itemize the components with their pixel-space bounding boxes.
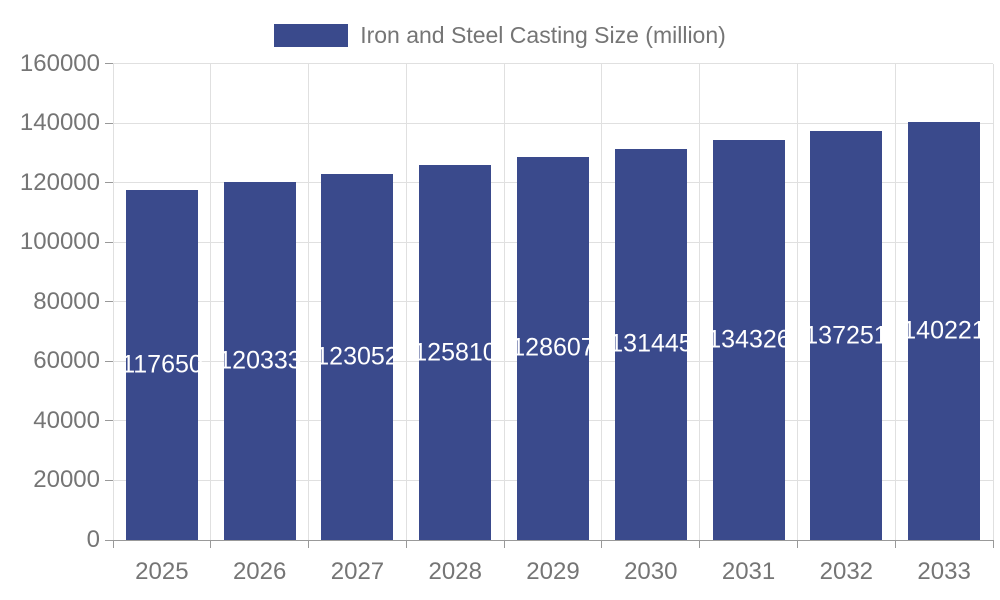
y-axis-tick [105,182,113,184]
x-axis-tick-label: 2031 [721,558,776,585]
gridline-vertical [405,63,407,540]
y-axis-tick [105,420,113,422]
bar-value-label: 125810 [413,338,497,367]
x-axis-tick-label: 2029 [526,558,580,585]
y-axis-tick-label: 60000 [33,347,100,375]
gridline-vertical [503,63,505,540]
x-axis-tick-label: 2026 [232,558,287,585]
y-axis-tick [105,122,113,124]
gridline-vertical [210,63,212,540]
x-axis-line [113,539,993,541]
gridline-vertical [894,63,896,540]
gridline-vertical [699,63,701,540]
x-axis-tick [308,540,310,548]
bar: 123052 [315,173,399,540]
y-axis-tick-label: 100000 [19,228,100,256]
y-axis-tick-label: 20000 [33,466,100,494]
y-axis-tick-label: 0 [86,526,100,553]
bar: 134326 [707,139,791,540]
x-axis-tick [601,540,603,548]
bar-value-label: 131445 [609,329,693,358]
x-axis-tick [699,540,701,548]
bar: 125810 [413,165,497,540]
bar-value-label: 134326 [707,325,791,354]
y-axis-tick [105,360,113,362]
bar: 140221 [902,122,986,540]
y-axis-tick [105,539,113,541]
x-axis-tick [503,540,505,548]
gridline-vertical [992,63,994,540]
legend-swatch-icon [274,24,349,47]
x-axis-tick-label: 2033 [917,558,971,585]
bar: 131445 [609,148,693,540]
gridline-horizontal [113,122,993,124]
x-axis-tick-label: 2032 [819,558,874,585]
x-axis-tick [796,540,798,548]
legend[interactable]: Iron and Steel Casting Size (million) [0,22,1000,49]
y-axis-tick-label: 80000 [33,287,100,315]
bar-value-label: 140221 [902,316,986,345]
gridline-vertical [601,63,603,540]
bar: 117650 [121,189,203,540]
legend-label: Iron and Steel Casting Size (million) [360,22,726,48]
x-axis-tick-label: 2030 [624,558,678,585]
bar: 128607 [511,156,595,540]
x-axis-tick [405,540,407,548]
y-axis-tick-label: 160000 [19,49,100,77]
gridline-vertical [308,63,310,540]
bar-value-label: 123052 [315,342,399,371]
y-axis-tick [105,479,113,481]
bar-value-label: 128607 [511,333,595,362]
gridline-vertical [112,63,114,540]
bar-value-label: 120333 [218,346,302,375]
x-axis-tick [894,540,896,548]
x-axis-tick-label: 2025 [135,558,189,585]
x-axis-tick-label: 2028 [428,558,482,585]
bar-value-label: 117650 [121,350,203,379]
x-axis-tick [210,540,212,548]
y-axis-tick-label: 140000 [19,109,100,137]
y-axis-tick [105,301,113,303]
x-axis-tick [112,540,114,548]
x-axis-tick-label: 2027 [330,558,385,585]
bar-value-label: 137251 [804,321,888,350]
gridline-horizontal [113,63,993,64]
x-axis-tick [992,540,994,548]
gridline-vertical [796,63,798,540]
y-axis-tick-label: 40000 [33,406,100,434]
y-axis-tick [105,63,113,64]
bar: 137251 [804,131,888,540]
bar: 120333 [218,181,302,540]
y-axis-tick [105,241,113,243]
y-axis-tick-label: 120000 [19,168,100,196]
